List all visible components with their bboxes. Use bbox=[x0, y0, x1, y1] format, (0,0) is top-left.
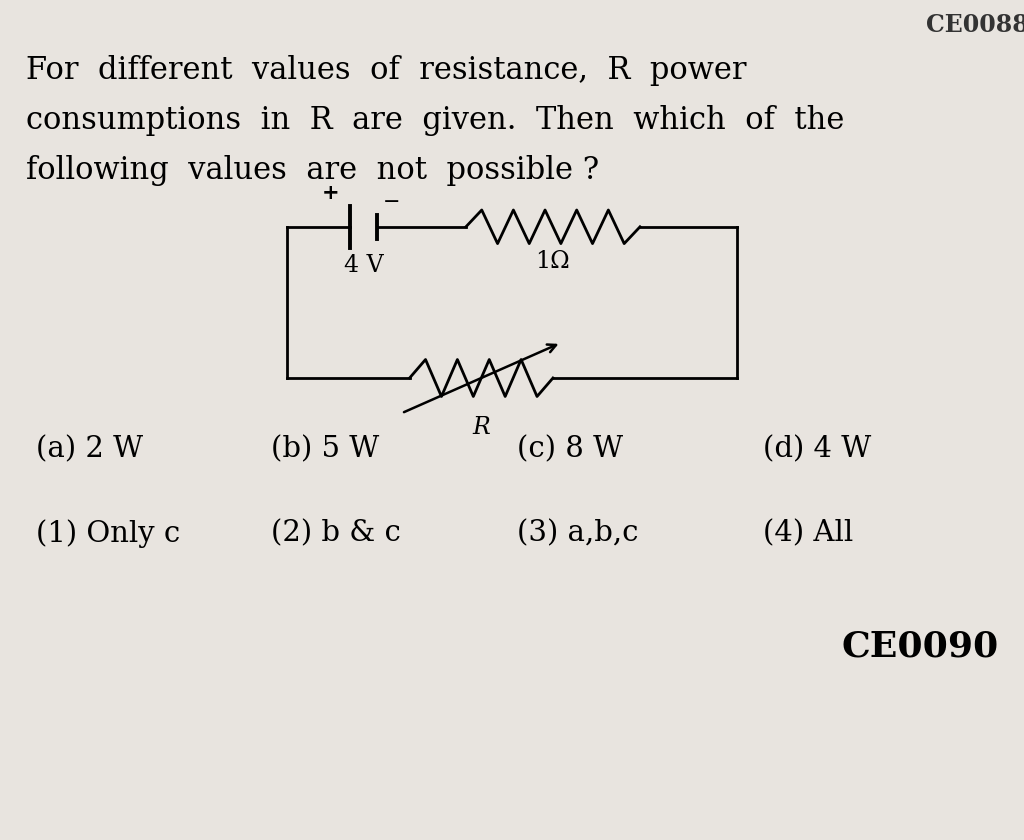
Text: (c) 8 W: (c) 8 W bbox=[517, 435, 624, 464]
Text: For  different  values  of  resistance,  R  power: For different values of resistance, R po… bbox=[26, 55, 746, 86]
Text: (d) 4 W: (d) 4 W bbox=[763, 435, 871, 464]
Text: consumptions  in  R  are  given.  Then  which  of  the: consumptions in R are given. Then which … bbox=[26, 105, 844, 136]
Text: 1Ω: 1Ω bbox=[536, 250, 570, 273]
Text: R: R bbox=[472, 416, 490, 438]
Text: CE0090: CE0090 bbox=[841, 630, 998, 664]
Text: +: + bbox=[322, 183, 340, 203]
Text: following  values  are  not  possible ?: following values are not possible ? bbox=[26, 155, 599, 186]
Text: (b) 5 W: (b) 5 W bbox=[271, 435, 380, 464]
Text: CE0088: CE0088 bbox=[927, 13, 1024, 37]
Text: (1) Only c: (1) Only c bbox=[36, 519, 180, 548]
Text: −: − bbox=[382, 192, 400, 212]
Text: (a) 2 W: (a) 2 W bbox=[36, 435, 143, 464]
Text: 4 V: 4 V bbox=[344, 254, 383, 276]
Text: (2) b & c: (2) b & c bbox=[271, 519, 401, 548]
Text: (3) a,b,c: (3) a,b,c bbox=[517, 519, 639, 548]
Text: (4) All: (4) All bbox=[763, 519, 853, 548]
